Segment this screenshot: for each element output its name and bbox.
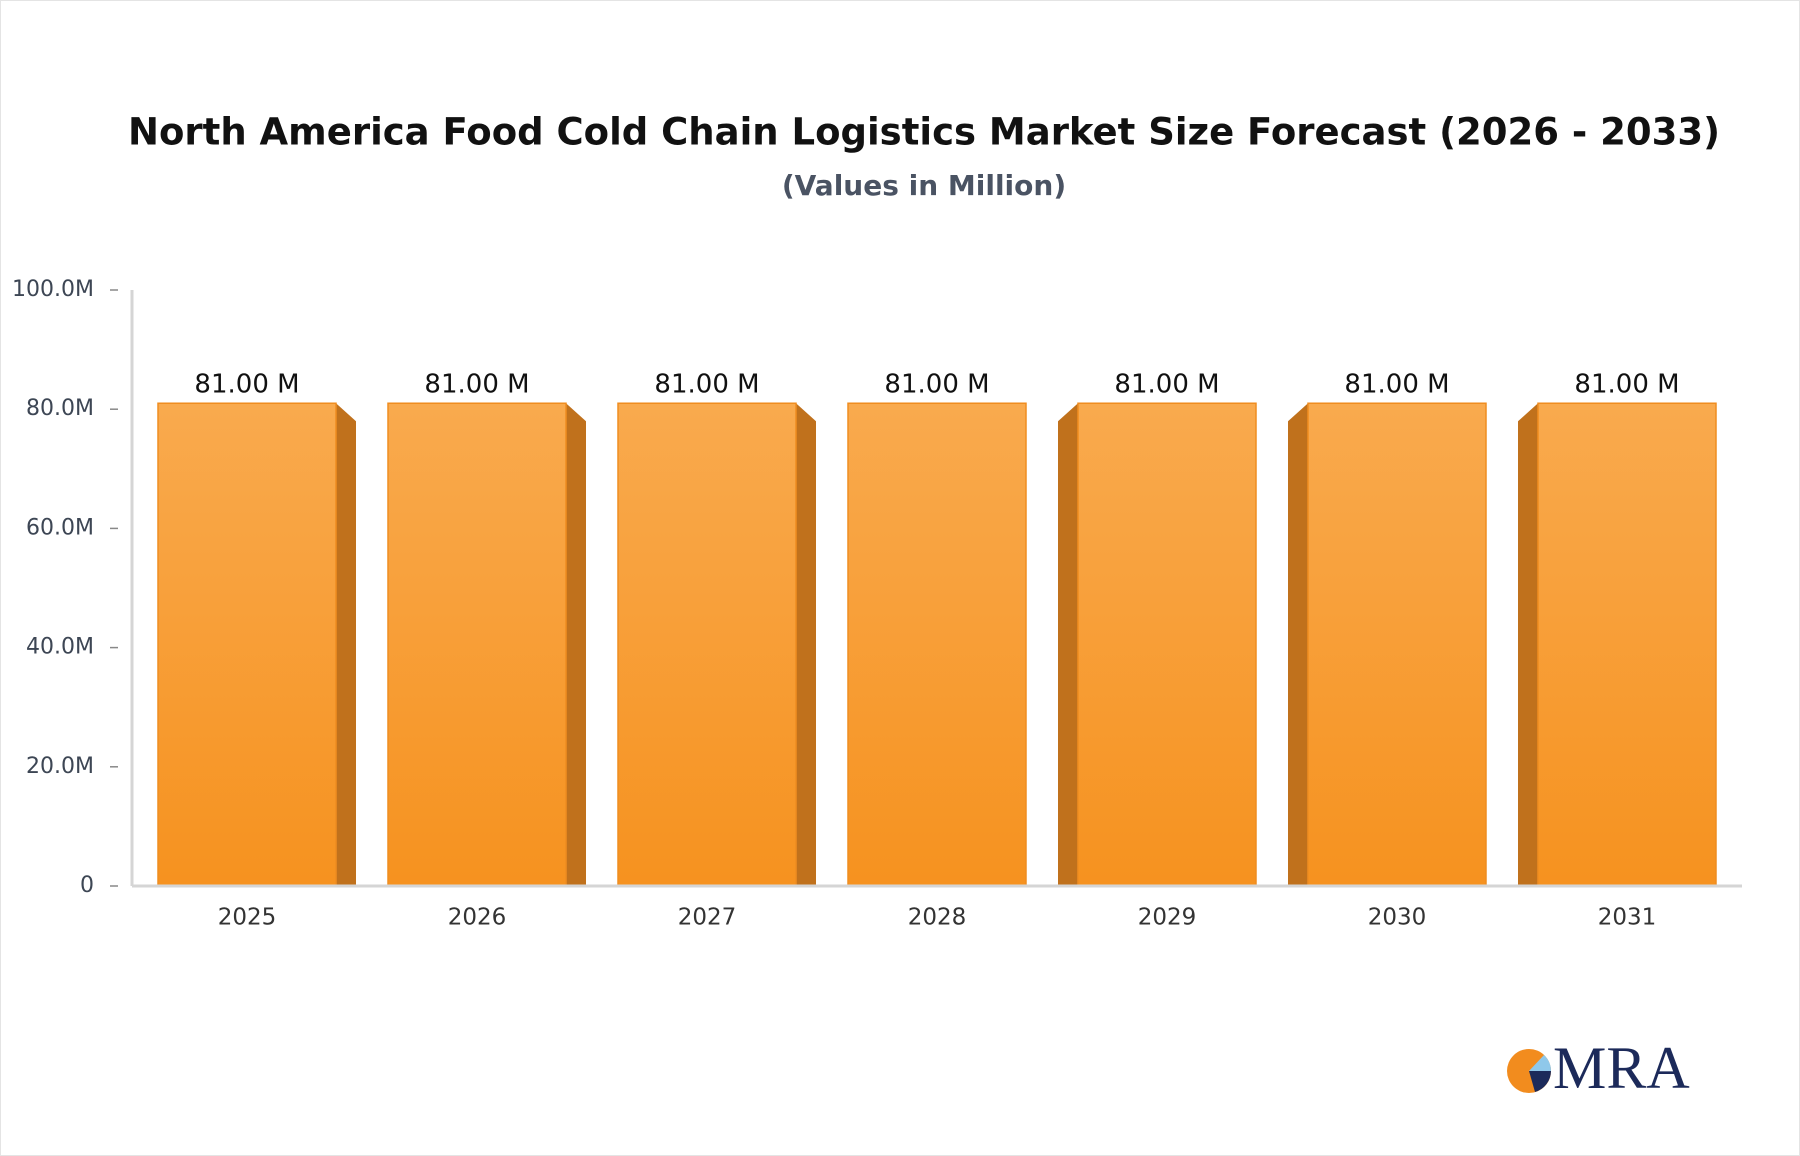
x-tick-label: 2028 (908, 905, 967, 931)
x-tick-label: 2025 (218, 905, 277, 931)
logo-text: MRA (1553, 1035, 1690, 1101)
bar-side (566, 403, 586, 886)
value-label: 81.00 M (654, 370, 759, 400)
logo-icon-slice (1529, 1055, 1551, 1071)
logo: MRA (1507, 1035, 1690, 1101)
y-tick-label: 20.0M (26, 754, 94, 779)
y-tick-label: 100.0M (12, 277, 94, 302)
bar-side (1518, 403, 1538, 886)
bar-side (336, 403, 356, 886)
bar (617, 402, 797, 887)
value-label: 81.00 M (424, 370, 529, 400)
bar (157, 402, 337, 887)
bar (1307, 402, 1487, 887)
x-tick-label: 2031 (1598, 905, 1657, 931)
x-tick-label: 2029 (1138, 905, 1197, 931)
bar-side (1288, 403, 1308, 886)
value-label: 81.00 M (194, 370, 299, 400)
bar-side (1058, 403, 1078, 886)
value-label: 81.00 M (1114, 370, 1219, 400)
bar (1537, 402, 1717, 887)
y-tick-label: 0 (80, 873, 94, 898)
bar-side (796, 403, 816, 886)
logo-icon-slice (1529, 1071, 1551, 1092)
value-label: 81.00 M (884, 370, 989, 400)
y-tick-label: 80.0M (26, 396, 94, 421)
bar (387, 402, 567, 887)
x-tick-label: 2027 (678, 905, 737, 931)
chart-subtitle: (Values in Million) (782, 169, 1066, 202)
bar (1077, 402, 1257, 887)
x-tick-label: 2030 (1368, 905, 1427, 931)
value-label: 81.00 M (1574, 370, 1679, 400)
value-label: 81.00 M (1344, 370, 1449, 400)
chart-title: North America Food Cold Chain Logistics … (128, 111, 1720, 154)
y-tick-label: 60.0M (26, 515, 94, 540)
y-tick-label: 40.0M (26, 635, 94, 660)
x-tick-label: 2026 (448, 905, 507, 931)
bar (847, 402, 1027, 887)
